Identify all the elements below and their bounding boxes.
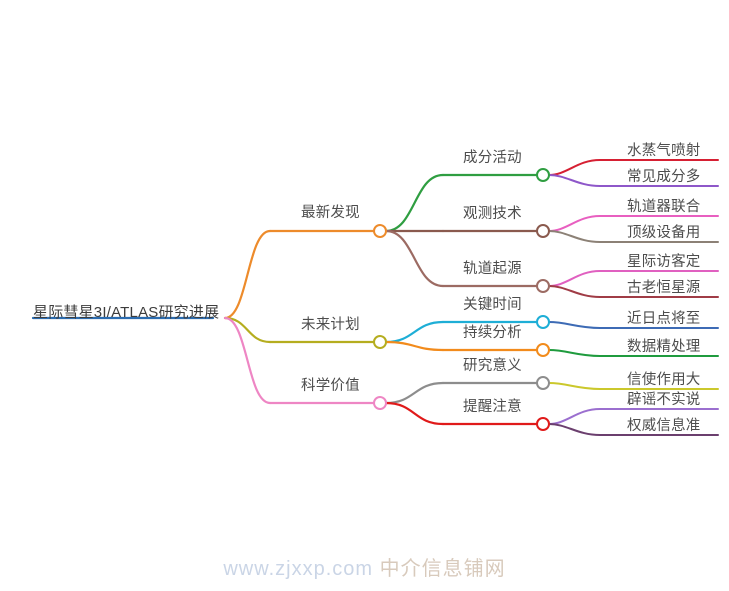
leaf-label-0-1-0[interactable]: 轨道器联合 — [627, 199, 701, 215]
mindmap-leaf-edge — [548, 159, 601, 176]
subbranch-label-2-0[interactable]: 研究意义 — [463, 358, 522, 374]
branch-node-2[interactable] — [373, 396, 387, 410]
subbranch-label-1-1[interactable]: 持续分析 — [463, 325, 522, 341]
branch-node-1[interactable] — [373, 335, 387, 349]
subbranch-node-0-1[interactable] — [536, 224, 550, 238]
subbranch-node-0-0[interactable] — [536, 168, 550, 182]
mindmap-edge — [223, 316, 272, 405]
leaf-label-2-0-0[interactable]: 信使作用大 — [627, 372, 701, 388]
mindmap-edge — [384, 320, 445, 344]
leaf-label-1-0-0[interactable]: 近日点将至 — [627, 311, 701, 327]
subbranch-node-1-1[interactable] — [536, 343, 550, 357]
mindmap-leaf-edge — [548, 423, 601, 436]
watermark-site-name: 中介信息铺网 — [379, 558, 506, 580]
subbranch-node-0-2[interactable] — [536, 279, 550, 293]
branch-node-0[interactable] — [373, 224, 387, 238]
mindmap-leaf-edge — [548, 215, 601, 232]
leaf-label-0-2-0[interactable]: 星际访客定 — [627, 254, 701, 270]
watermark-url: www.zjxxp.com — [223, 558, 374, 580]
mindmap-leaf-edge — [548, 349, 601, 357]
mindmap-edge — [384, 173, 445, 233]
leaf-label-2-1-1[interactable]: 权威信息准 — [627, 418, 701, 434]
mindmap-leaf-edge — [548, 285, 601, 298]
subbranch-node-2-0[interactable] — [536, 376, 550, 390]
branch-label-0[interactable]: 最新发现 — [301, 205, 360, 221]
mindmap-edge — [384, 381, 445, 405]
mindmap-leaf-edge — [548, 408, 601, 425]
subbranch-label-0-0[interactable]: 成分活动 — [463, 150, 522, 166]
leaf-label-2-1-0[interactable]: 辟谣不实说 — [627, 392, 701, 408]
mindmap-edge — [223, 316, 272, 344]
leaf-label-0-0-1[interactable]: 常见成分多 — [627, 169, 701, 185]
mindmap-leaf-edge — [548, 382, 601, 390]
mindmap-edge — [223, 229, 272, 320]
leaf-label-1-1-0[interactable]: 数据精处理 — [627, 339, 701, 355]
mindmap-edge — [384, 229, 445, 288]
subbranch-label-1-0[interactable]: 关键时间 — [463, 297, 522, 313]
branch-label-2[interactable]: 科学价值 — [301, 378, 360, 394]
mindmap-edges — [31, 159, 719, 436]
subbranch-label-2-1[interactable]: 提醒注意 — [463, 399, 522, 415]
root-node-label[interactable]: 星际彗星3I/ATLAS研究进展 — [33, 304, 220, 321]
leaf-label-0-1-1[interactable]: 顶级设备用 — [627, 225, 701, 241]
branch-label-1[interactable]: 未来计划 — [301, 317, 360, 333]
mindmap-leaf-edge — [548, 174, 601, 187]
mindmap-edge — [384, 401, 445, 426]
mindmap-edge — [384, 340, 445, 352]
watermark: www.zjxxp.com 中介信息铺网 — [0, 552, 729, 581]
mindmap-leaf-edge — [548, 321, 601, 329]
leaf-label-0-2-1[interactable]: 古老恒星源 — [627, 280, 701, 296]
mindmap-leaf-edge — [548, 230, 601, 243]
subbranch-label-0-2[interactable]: 轨道起源 — [463, 261, 522, 277]
subbranch-node-2-1[interactable] — [536, 417, 550, 431]
mindmap-leaf-edge — [548, 270, 601, 287]
leaf-label-0-0-0[interactable]: 水蒸气喷射 — [627, 143, 701, 159]
subbranch-node-1-0[interactable] — [536, 315, 550, 329]
subbranch-label-0-1[interactable]: 观测技术 — [463, 206, 522, 222]
mindmap-nodes — [373, 168, 550, 431]
